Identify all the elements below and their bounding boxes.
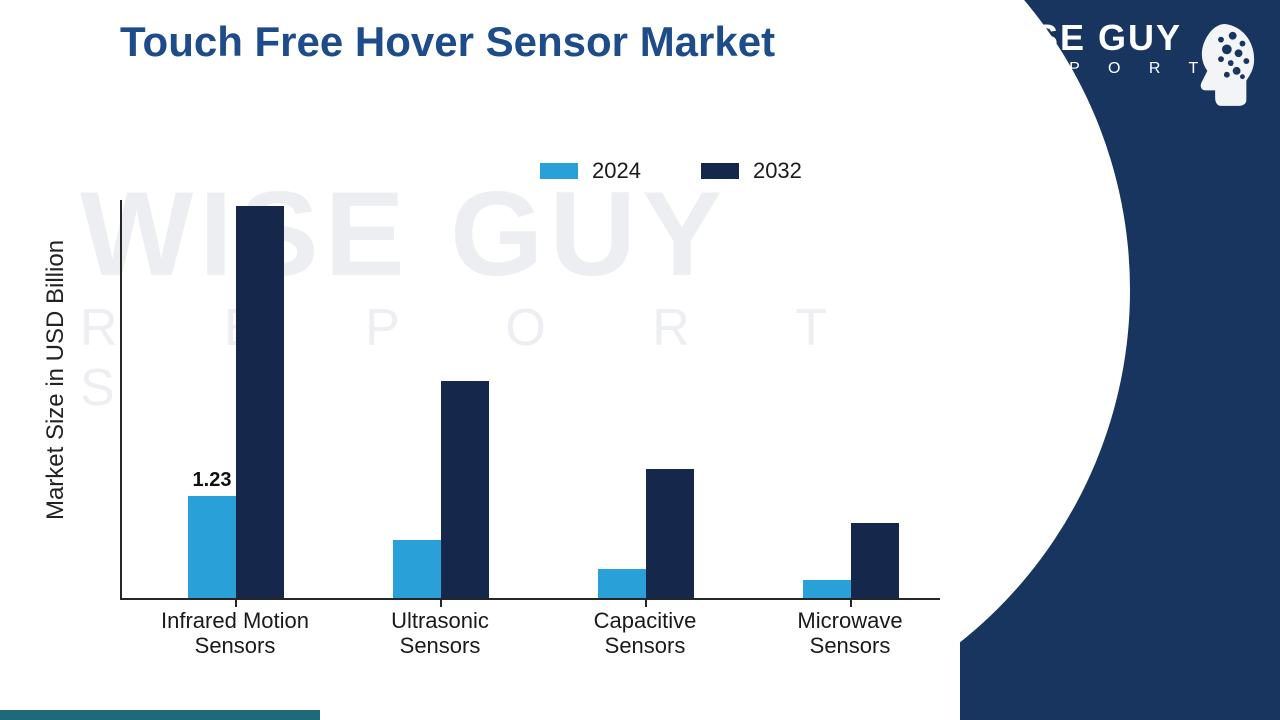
- bar-2024: [598, 569, 646, 598]
- bottom-accent-bar: [0, 710, 320, 720]
- legend-item-2032: 2032: [701, 158, 802, 184]
- plot-area: 1.23Infrared Motion Sensors Ultrasonic Se…: [120, 200, 940, 600]
- category-label: Microwave Sensors: [765, 600, 935, 659]
- bar-2032: [646, 469, 694, 598]
- bar-2032: [236, 206, 284, 598]
- bar-2024: [393, 540, 441, 598]
- legend-swatch-2024: [540, 163, 578, 179]
- legend-label-2032: 2032: [753, 158, 802, 184]
- axis-tick: [850, 600, 852, 607]
- legend: 2024 2032: [540, 158, 802, 184]
- bar-2032: [851, 523, 899, 598]
- brand-head-icon: [1182, 20, 1260, 108]
- category-label: Infrared Motion Sensors: [150, 600, 320, 659]
- chart-canvas: WISE GUY R E P O R T S WISE GUY R E P O …: [0, 0, 1280, 720]
- legend-item-2024: 2024: [540, 158, 641, 184]
- axis-tick: [235, 600, 237, 607]
- bar-group: 1.23Infrared Motion Sensors: [160, 200, 310, 600]
- category-label: Ultrasonic Sensors: [355, 600, 525, 659]
- bar-2032: [441, 381, 489, 598]
- bar-group: Capacitive Sensors: [570, 200, 720, 600]
- bar-2024: [803, 580, 851, 598]
- bar-group: Ultrasonic Sensors: [365, 200, 515, 600]
- bar-2024: [188, 496, 236, 599]
- legend-label-2024: 2024: [592, 158, 641, 184]
- bar-group: Microwave Sensors: [775, 200, 925, 600]
- y-axis-label: Market Size in USD Billion: [42, 240, 70, 520]
- brand-logo: WISE GUY R E P O R T S: [986, 20, 1256, 110]
- axis-tick: [645, 600, 647, 607]
- axis-tick: [440, 600, 442, 607]
- chart-title: Touch Free Hover Sensor Market: [120, 18, 775, 66]
- legend-swatch-2032: [701, 163, 739, 179]
- bar-value-label: 1.23: [182, 469, 242, 492]
- y-axis-line: [120, 200, 122, 600]
- category-label: Capacitive Sensors: [560, 600, 730, 659]
